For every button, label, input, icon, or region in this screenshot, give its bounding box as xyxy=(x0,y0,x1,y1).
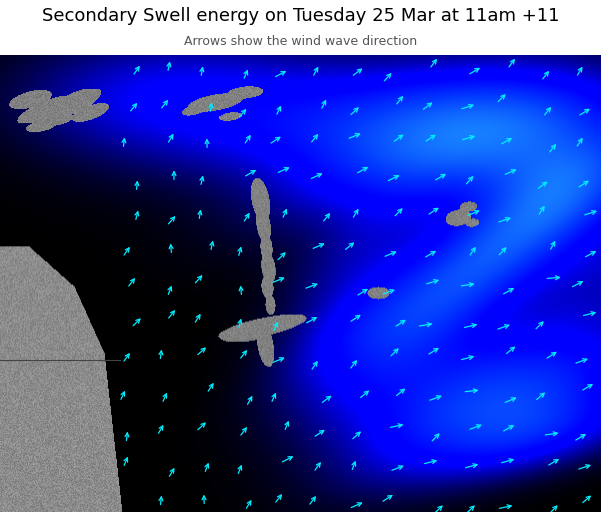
Text: Secondary Swell energy on Tuesday 25 Mar at 11am +11: Secondary Swell energy on Tuesday 25 Mar… xyxy=(41,8,560,26)
Text: Arrows show the wind wave direction: Arrows show the wind wave direction xyxy=(184,35,417,48)
